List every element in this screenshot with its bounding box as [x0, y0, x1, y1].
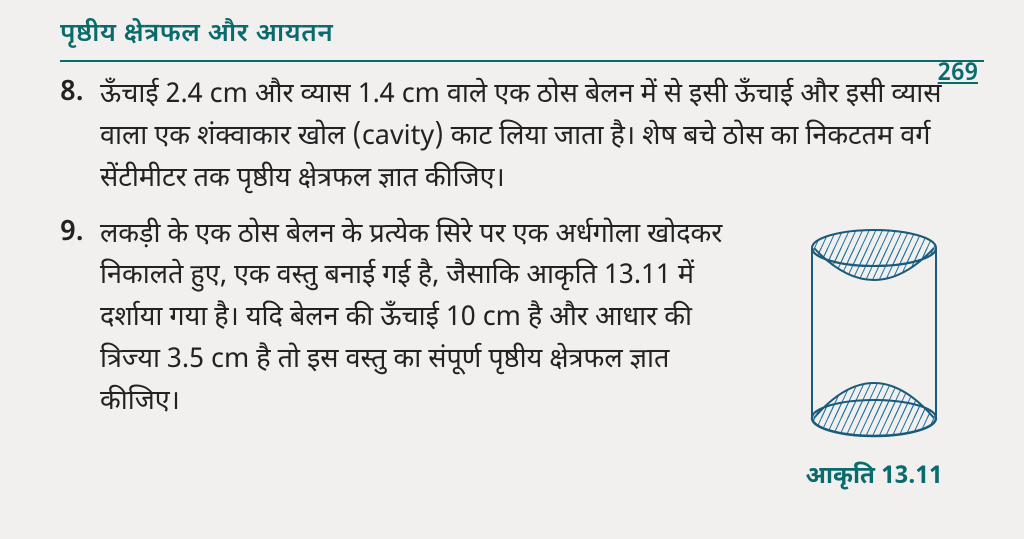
question-8: 8. ऊँचाई 2.4 cm और व्यास 1.4 cm वाले एक …: [60, 76, 984, 202]
header-divider: [60, 60, 984, 62]
cylinder-hemisphere-diagram: [794, 220, 954, 455]
question-9: 9. लकड़ी के एक ठोस बेलन के प्रत्येक सिरे…: [60, 216, 984, 493]
figure-13-11: आकृति 13.11: [764, 216, 984, 493]
question-number: 8.: [60, 76, 100, 114]
question-text: लकड़ी के एक ठोस बेलन के प्रत्येक सिरे पर…: [100, 216, 746, 425]
question-text: ऊँचाई 2.4 cm और व्यास 1.4 cm वाले एक ठोस…: [100, 76, 984, 202]
question-number: 9.: [60, 216, 100, 254]
figure-caption: आकृति 13.11: [806, 461, 943, 493]
chapter-title: पृष्ठीय क्षेत्रफल और आयतन: [60, 18, 984, 58]
page-number: 269: [938, 58, 978, 90]
